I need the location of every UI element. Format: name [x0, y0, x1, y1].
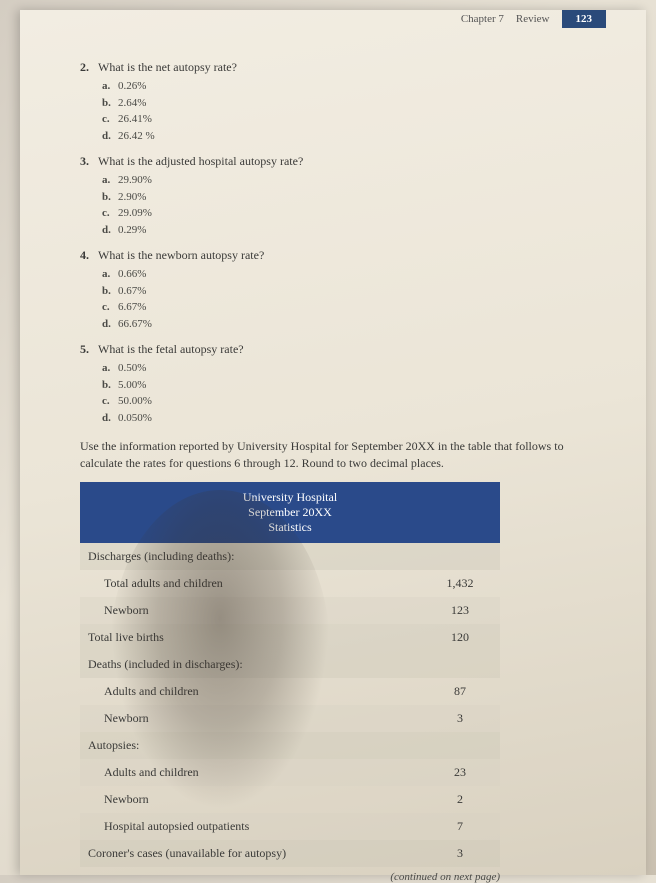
- option: c.29.09%: [102, 205, 606, 222]
- option-letter: b.: [102, 283, 118, 300]
- section-label: Review: [516, 13, 550, 25]
- page-content: 2.What is the net autopsy rate?a.0.26%b.…: [80, 60, 606, 883]
- option: c.26.41%: [102, 111, 606, 128]
- option-letter: c.: [102, 111, 118, 128]
- table-body: Discharges (including deaths):Total adul…: [80, 543, 500, 867]
- question: 2.What is the net autopsy rate? a.0.26%b.…: [80, 60, 606, 144]
- row-value: [420, 651, 500, 678]
- option: b.0.67%: [102, 283, 606, 300]
- option-letter: d.: [102, 222, 118, 239]
- option-letter: c.: [102, 205, 118, 222]
- row-value: 2: [420, 786, 500, 813]
- option-letter: b.: [102, 189, 118, 206]
- row-value: 123: [420, 597, 500, 624]
- row-value: 1,432: [420, 570, 500, 597]
- table-title-line1: University Hospital: [86, 490, 494, 505]
- option: d.0.29%: [102, 222, 606, 239]
- row-label: Coroner's cases (unavailable for autopsy…: [80, 840, 420, 867]
- option-letter: a.: [102, 266, 118, 283]
- option-letter: a.: [102, 360, 118, 377]
- option-letter: c.: [102, 299, 118, 316]
- option: d.66.67%: [102, 316, 606, 333]
- row-value: 120: [420, 624, 500, 651]
- row-label: Newborn: [80, 705, 420, 732]
- question-stem: 3.What is the adjusted hospital autopsy …: [80, 154, 606, 169]
- table-row: Hospital autopsied outpatients7: [80, 813, 500, 840]
- row-label: Deaths (included in discharges):: [80, 651, 420, 678]
- option-letter: d.: [102, 410, 118, 427]
- table-row: Discharges (including deaths):: [80, 543, 500, 570]
- row-value: 23: [420, 759, 500, 786]
- row-label: Hospital autopsied outpatients: [80, 813, 420, 840]
- question-stem: 2.What is the net autopsy rate?: [80, 60, 606, 75]
- option: a.0.66%: [102, 266, 606, 283]
- question: 3.What is the adjusted hospital autopsy …: [80, 154, 606, 238]
- option: c.50.00%: [102, 393, 606, 410]
- option: d.26.42 %: [102, 128, 606, 145]
- option: b.5.00%: [102, 377, 606, 394]
- table-row: Newborn123: [80, 597, 500, 624]
- question-stem: 4.What is the newborn autopsy rate?: [80, 248, 606, 263]
- option: d.0.050%: [102, 410, 606, 427]
- option: b.2.90%: [102, 189, 606, 206]
- table-header: University Hospital September 20XX Stati…: [80, 482, 500, 543]
- table-title-line3: Statistics: [86, 520, 494, 535]
- question: 4.What is the newborn autopsy rate? a.0.6…: [80, 248, 606, 332]
- row-value: 3: [420, 705, 500, 732]
- option: a.0.50%: [102, 360, 606, 377]
- options: a.0.26%b.2.64%c.26.41%d.26.42 %: [102, 78, 606, 144]
- option-letter: a.: [102, 78, 118, 95]
- question-number: 3.: [80, 154, 98, 169]
- row-label: Autopsies:: [80, 732, 420, 759]
- row-label: Newborn: [80, 786, 420, 813]
- table-row: Newborn3: [80, 705, 500, 732]
- option-letter: d.: [102, 128, 118, 145]
- option-letter: a.: [102, 172, 118, 189]
- row-value: 87: [420, 678, 500, 705]
- table-title-line2: September 20XX: [86, 505, 494, 520]
- table-row: Autopsies:: [80, 732, 500, 759]
- chapter-label: Chapter 7: [461, 13, 504, 25]
- row-value: 7: [420, 813, 500, 840]
- options: a.0.66%b.0.67%c.6.67%d.66.67%: [102, 266, 606, 332]
- options: a.29.90%b.2.90%c.29.09%d.0.29%: [102, 172, 606, 238]
- row-value: [420, 543, 500, 570]
- statistics-table: University Hospital September 20XX Stati…: [80, 482, 500, 867]
- instructions-text: Use the information reported by Universi…: [80, 438, 606, 472]
- option-letter: b.: [102, 95, 118, 112]
- question-number: 5.: [80, 342, 98, 357]
- option: b.2.64%: [102, 95, 606, 112]
- question: 5.What is the fetal autopsy rate? a.0.50%…: [80, 342, 606, 426]
- table-row: Newborn2: [80, 786, 500, 813]
- row-value: 3: [420, 840, 500, 867]
- option-letter: c.: [102, 393, 118, 410]
- question-stem: 5.What is the fetal autopsy rate?: [80, 342, 606, 357]
- option: a.29.90%: [102, 172, 606, 189]
- row-label: Total live births: [80, 624, 420, 651]
- textbook-page: Chapter 7 Review 123 2.What is the net a…: [20, 10, 646, 875]
- options: a.0.50%b.5.00%c.50.00%d.0.050%: [102, 360, 606, 426]
- table-row: Adults and children23: [80, 759, 500, 786]
- option: c.6.67%: [102, 299, 606, 316]
- row-label: Adults and children: [80, 678, 420, 705]
- page-number-badge: 123: [562, 10, 607, 28]
- row-label: Total adults and children: [80, 570, 420, 597]
- table-row: Deaths (included in discharges):: [80, 651, 500, 678]
- questions-list: 2.What is the net autopsy rate?a.0.26%b.…: [80, 60, 606, 426]
- table-row: Total live births120: [80, 624, 500, 651]
- table-row: Adults and children87: [80, 678, 500, 705]
- option-letter: d.: [102, 316, 118, 333]
- row-label: Discharges (including deaths):: [80, 543, 420, 570]
- option-letter: b.: [102, 377, 118, 394]
- question-number: 4.: [80, 248, 98, 263]
- row-label: Adults and children: [80, 759, 420, 786]
- page-header: Chapter 7 Review 123: [461, 10, 606, 28]
- table-row: Coroner's cases (unavailable for autopsy…: [80, 840, 500, 867]
- table-row: Total adults and children1,432: [80, 570, 500, 597]
- option: a.0.26%: [102, 78, 606, 95]
- row-label: Newborn: [80, 597, 420, 624]
- continued-note: (continued on next page): [80, 871, 500, 883]
- question-number: 2.: [80, 60, 98, 75]
- row-value: [420, 732, 500, 759]
